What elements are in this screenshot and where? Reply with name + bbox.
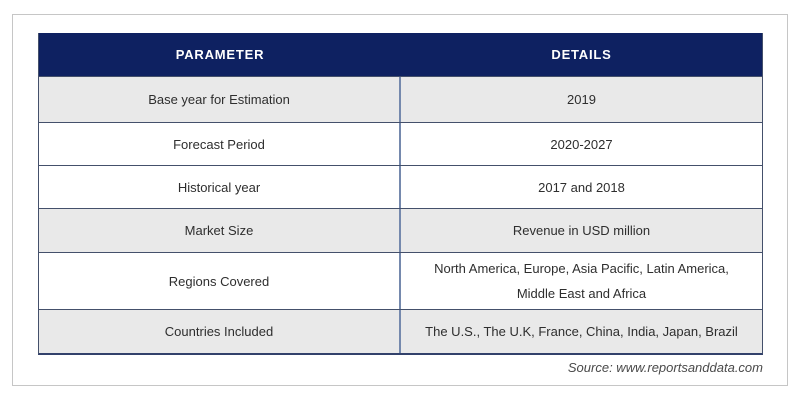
details-cell: Revenue in USD million <box>512 223 651 238</box>
details-cell: 2019 <box>567 92 596 107</box>
parameter-cell: Market Size <box>39 209 401 252</box>
parameter-cell: Countries Included <box>39 310 401 353</box>
table-row-base-year: Base year for Estimation 2019 <box>39 76 762 122</box>
table-row-market-size: Market Size Revenue in USD million <box>39 208 762 252</box>
parameter-cell: Regions Covered <box>39 253 401 309</box>
table-row-historical-year: Historical year 2017 and 2018 <box>39 165 762 208</box>
table-row-regions-covered: Regions Covered North America, Europe, A… <box>39 252 762 309</box>
details-cell: North America, Europe, Asia Pacific, Lat… <box>434 261 729 301</box>
header-details: DETAILS <box>551 47 612 62</box>
details-cell: The U.S., The U.K, France, China, India,… <box>425 324 738 339</box>
source-attribution: Source: www.reportsanddata.com <box>567 360 763 375</box>
parameter-cell: Forecast Period <box>39 123 401 165</box>
parameter-cell: Base year for Estimation <box>39 77 401 122</box>
parameter-cell: Historical year <box>39 166 401 208</box>
table-row-countries-included: Countries Included The U.S., The U.K, Fr… <box>39 309 762 353</box>
details-cell: 2020-2027 <box>550 136 613 152</box>
details-cell: 2017 and 2018 <box>538 179 625 195</box>
table-row-forecast-period: Forecast Period 2020-2027 <box>39 122 762 165</box>
table-header-row: PARAMETER DETAILS <box>39 33 762 76</box>
content-frame: PARAMETER DETAILS Base year for Estimati… <box>12 14 788 386</box>
header-parameter: PARAMETER <box>175 47 265 62</box>
parameters-table: PARAMETER DETAILS Base year for Estimati… <box>38 33 763 355</box>
